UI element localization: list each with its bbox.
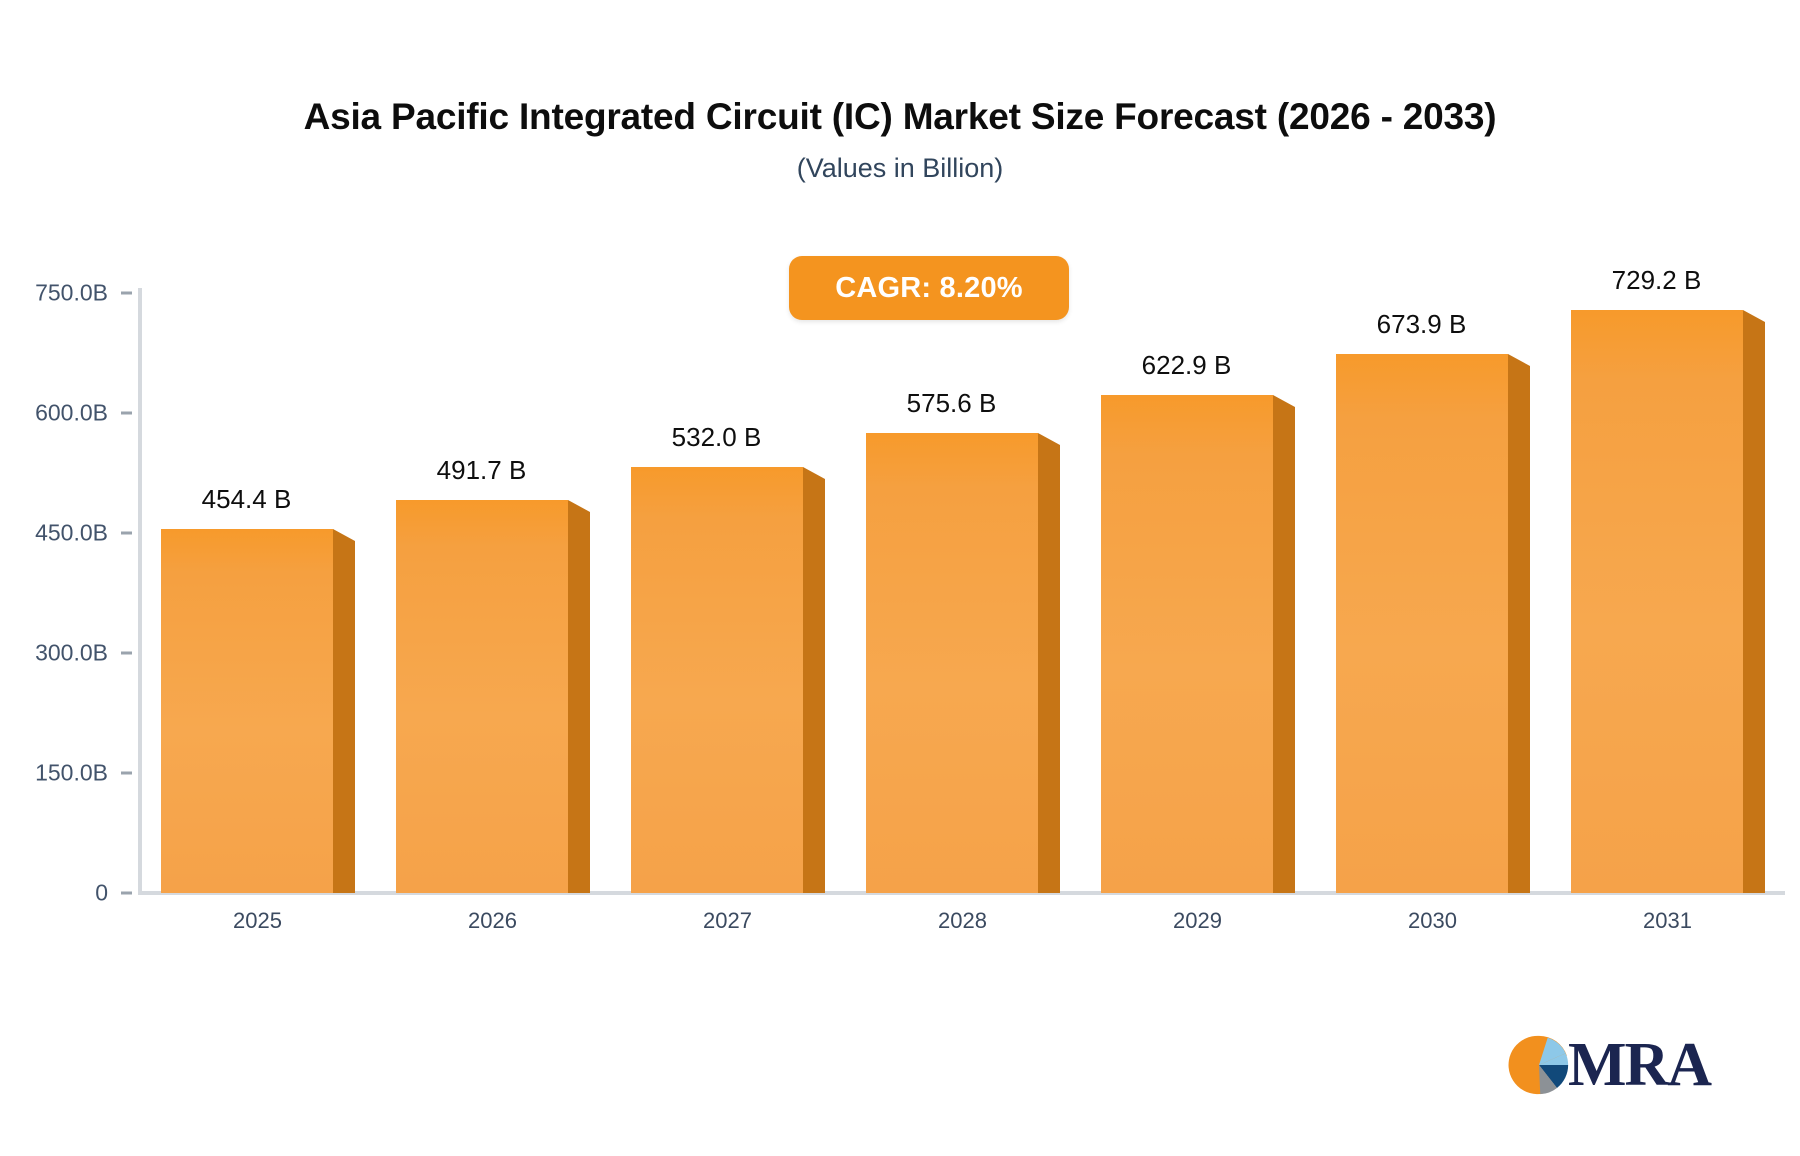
- bar-front-face: [395, 499, 568, 893]
- cagr-badge: CAGR: 8.20%: [789, 256, 1069, 320]
- bar-value-label: 673.9 B: [1376, 308, 1467, 339]
- bar-top-bevel: [1272, 394, 1295, 407]
- chart-header: Asia Pacific Integrated Circuit (IC) Mar…: [0, 96, 1800, 184]
- x-axis-tick-label: 2027: [703, 908, 752, 933]
- y-axis-tick-label: 750.0B: [35, 279, 108, 306]
- bar-top-bevel: [332, 529, 355, 542]
- bar-side-face: [1507, 365, 1530, 893]
- x-axis-tick-label: 2031: [1643, 908, 1692, 933]
- y-axis-tick-mark: [121, 411, 132, 415]
- bar-column[interactable]: 729.2 B: [1570, 250, 1765, 893]
- y-axis-tick-label: 150.0B: [35, 759, 108, 786]
- bar-top-bevel: [1507, 353, 1530, 366]
- bar-value-label: 575.6 B: [906, 387, 997, 418]
- bar-top-bevel: [1742, 309, 1765, 322]
- bar-value-label: 622.9 B: [1141, 349, 1232, 380]
- bar-front-face: [1335, 353, 1508, 893]
- y-axis-tick-mark: [121, 291, 132, 295]
- bar-front-face: [865, 432, 1038, 893]
- y-axis-tick-label: 300.0B: [35, 639, 108, 666]
- x-axis-line: [138, 891, 1785, 895]
- y-axis-tick-mark: [121, 771, 132, 775]
- page-title: Asia Pacific Integrated Circuit (IC) Mar…: [303, 96, 1497, 137]
- bar-top-bevel: [567, 499, 590, 512]
- bar-side-face: [1742, 321, 1765, 893]
- bar-side-face: [802, 479, 825, 893]
- x-axis-tick-label: 2028: [938, 908, 987, 933]
- bar-column[interactable]: 454.4 B: [160, 469, 355, 893]
- bar-column[interactable]: 673.9 B: [1335, 294, 1530, 893]
- x-axis-tick-label: 2029: [1173, 908, 1222, 933]
- chart-subtitle: (Values in Billion): [796, 152, 1004, 183]
- bar-top-bevel: [802, 467, 825, 480]
- x-axis-tick-label: 2030: [1408, 908, 1457, 933]
- bar-front-face: [1570, 309, 1743, 893]
- bar-side-face: [1272, 406, 1295, 893]
- cagr-badge-label: CAGR: 8.20%: [835, 271, 1023, 304]
- bar-top-bevel: [1037, 432, 1060, 445]
- y-axis-line: [138, 288, 142, 895]
- y-axis-tick-mark: [121, 891, 132, 895]
- bar-value-label: 491.7 B: [436, 454, 527, 485]
- pie-chart-icon: [1508, 1035, 1569, 1095]
- y-axis-tick-label: 0: [95, 879, 108, 906]
- bar-side-face: [1037, 444, 1060, 893]
- y-axis-tick-label: 450.0B: [35, 519, 108, 546]
- bar-column[interactable]: 532.0 B: [630, 407, 825, 893]
- bar-front-face: [1100, 394, 1273, 893]
- bar-column[interactable]: 622.9 B: [1100, 335, 1295, 893]
- bar-value-label: 532.0 B: [671, 422, 762, 453]
- bar-value-label: 454.4 B: [201, 484, 292, 515]
- bar-value-label: 729.2 B: [1611, 264, 1702, 295]
- y-axis-tick-label: 600.0B: [35, 399, 108, 426]
- x-axis-tick-label: 2025: [233, 908, 282, 933]
- brand-logo: MRA: [1508, 1031, 1712, 1099]
- bar-column[interactable]: 491.7 B: [395, 440, 590, 893]
- brand-logo-text: MRA: [1568, 1031, 1712, 1099]
- y-axis-tick-mark: [121, 531, 132, 535]
- bar-side-face: [567, 511, 590, 893]
- bar-side-face: [332, 541, 355, 893]
- y-axis-tick-mark: [121, 651, 132, 655]
- bar-column[interactable]: 575.6 B: [865, 373, 1060, 893]
- x-axis-tick-label: 2026: [468, 908, 517, 933]
- bar-front-face: [160, 529, 333, 893]
- bar-front-face: [630, 467, 803, 893]
